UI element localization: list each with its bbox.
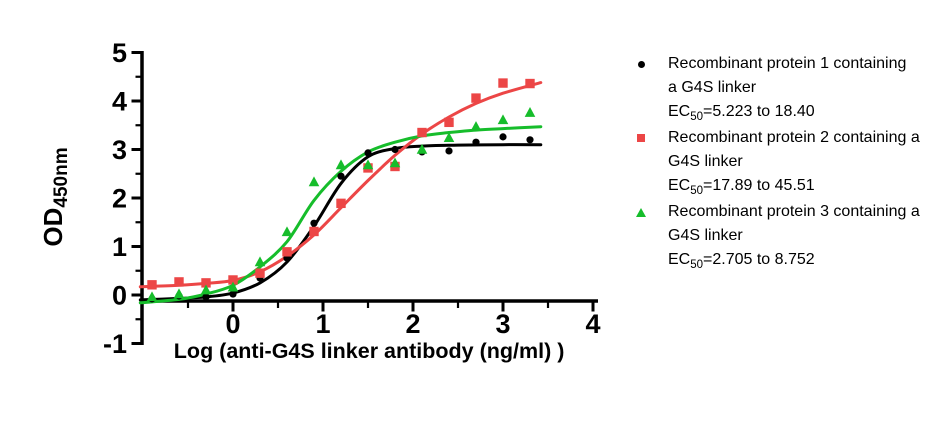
data-point-triangle	[497, 114, 509, 125]
ec50-prefix: EC	[668, 103, 691, 120]
legend-entry-text: Recombinant protein 2 containing a G4S li…	[668, 126, 920, 198]
data-point-square	[309, 226, 319, 237]
legend-square-icon	[630, 126, 652, 150]
data-point-circle	[229, 290, 237, 298]
data-point-circle	[337, 172, 345, 180]
legend-name-line: Recombinant protein 3 containing a	[668, 203, 920, 220]
data-point-triangle	[146, 291, 158, 302]
data-point-square	[525, 78, 535, 89]
y-tick-label: 1	[112, 232, 127, 262]
legend-entry-protein3: Recombinant protein 3 containing a G4S li…	[612, 200, 948, 272]
x-tick-label: 3	[495, 309, 510, 339]
data-point-circle	[202, 293, 210, 301]
data-point-square	[201, 278, 211, 288]
data-point-triangle	[200, 284, 212, 295]
legend-name-line: a G4S linker	[668, 79, 757, 96]
y-axis-title: OD450nm	[38, 147, 72, 246]
data-point-square	[444, 117, 454, 128]
data-point-circle	[526, 136, 534, 144]
data-point-triangle	[281, 226, 293, 237]
legend-entry-text: Recombinant protein 3 containing a G4S li…	[668, 200, 920, 272]
legend-entry-protein2: Recombinant protein 2 containing a G4S li…	[612, 126, 948, 198]
y-tick-label: 2	[112, 184, 127, 214]
y-axis-title-main: OD	[38, 208, 68, 247]
legend-ec50-line: EC50=5.223 to 18.40	[668, 100, 906, 124]
x-tick-label: 2	[405, 309, 420, 339]
data-point-circle	[499, 133, 507, 141]
data-point-square	[174, 277, 184, 287]
x-tick-label: 4	[585, 309, 600, 339]
ec50-prefix: EC	[668, 177, 691, 194]
ec50-value: =5.223 to 18.40	[703, 103, 815, 120]
data-point-circle	[391, 145, 399, 154]
legend-entry-text: Recombinant protein 1 containing a G4S li…	[668, 52, 906, 124]
data-point-square	[255, 268, 265, 278]
y-tick-label: -1	[103, 329, 127, 359]
legend-name-line: G4S linker	[668, 227, 743, 244]
data-point-triangle	[416, 143, 428, 154]
legend: Recombinant protein 1 containing a G4S li…	[612, 52, 948, 272]
data-point-square	[228, 275, 238, 285]
data-point-triangle	[470, 121, 482, 131]
data-point-triangle	[308, 176, 320, 187]
data-point-circle	[364, 149, 372, 157]
legend-name-line: Recombinant protein 1 containing	[668, 55, 907, 72]
data-point-triangle	[254, 256, 266, 267]
legend-name-line: G4S linker	[668, 153, 743, 170]
ec50-value: =2.705 to 8.752	[703, 251, 815, 268]
data-point-triangle	[389, 157, 401, 168]
y-tick-label: 5	[112, 38, 127, 68]
legend-triangle-icon	[630, 200, 652, 224]
ec50-subscript: 50	[690, 185, 704, 198]
x-tick-label: 0	[225, 309, 240, 339]
ec50-prefix: EC	[668, 251, 691, 268]
legend-circle-icon	[630, 52, 652, 76]
data-point-triangle	[524, 107, 536, 117]
data-points-protein2	[147, 78, 535, 290]
y-tick-label: 3	[112, 135, 127, 165]
data-points-protein1	[148, 133, 534, 303]
fit-curve-protein3	[138, 125, 543, 305]
data-point-square	[471, 93, 481, 103]
y-axis-title-subscript: 450nm	[51, 147, 72, 207]
x-axis-title: Log (anti-G4S linker antibody (ng/ml) )	[174, 339, 565, 363]
y-tick-label: 0	[112, 281, 127, 311]
data-point-triangle	[443, 132, 455, 143]
data-point-circle	[310, 219, 318, 227]
data-point-triangle	[227, 281, 239, 292]
x-tick-label: 1	[315, 309, 330, 339]
y-tick-label: 4	[112, 87, 127, 117]
data-point-triangle	[362, 159, 374, 170]
axes: -1 0 1 2 3 4 5 0 1 2 3 4	[103, 38, 601, 359]
data-point-square	[336, 198, 346, 209]
legend-ec50-line: EC50=17.89 to 45.51	[668, 174, 920, 198]
data-point-triangle	[173, 288, 185, 299]
data-point-triangle	[335, 159, 347, 170]
data-point-square	[147, 280, 157, 290]
data-point-square	[417, 127, 427, 138]
data-point-square	[282, 247, 292, 257]
data-point-circle	[445, 147, 453, 155]
data-points-protein3	[146, 107, 536, 302]
legend-name-line: Recombinant protein 2 containing a	[668, 129, 920, 146]
ec50-subscript: 50	[690, 111, 704, 124]
legend-ec50-line: EC50=2.705 to 8.752	[668, 248, 920, 272]
ec50-value: =17.89 to 45.51	[703, 177, 815, 194]
ec50-subscript: 50	[690, 259, 704, 272]
data-point-circle	[472, 138, 480, 146]
legend-entry-protein1: Recombinant protein 1 containing a G4S li…	[612, 52, 948, 124]
data-point-square	[498, 78, 508, 88]
